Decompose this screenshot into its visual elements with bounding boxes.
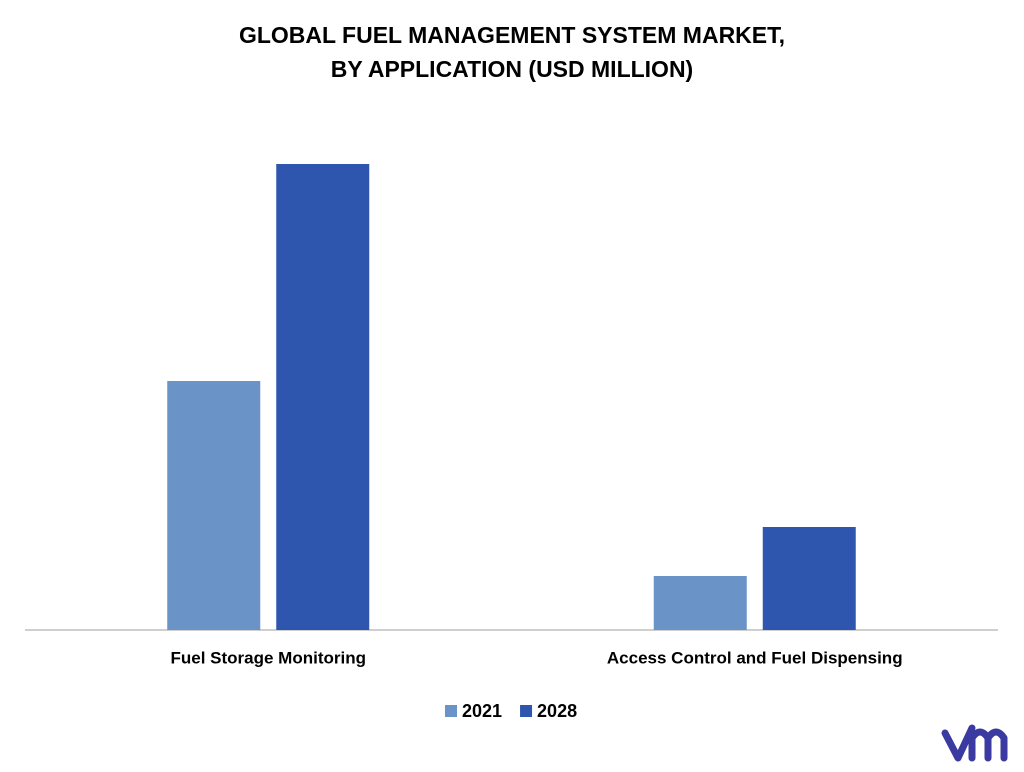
legend-swatch [520,705,533,717]
legend-swatch [445,705,457,717]
bar [167,381,261,630]
bar [762,527,856,630]
logo [941,724,1008,762]
chart-title: BY APPLICATION (USD MILLION) [331,56,693,82]
legend-label: 2028 [537,701,577,721]
x-tick-label: Fuel Storage Monitoring [171,648,367,667]
legend-label: 2021 [462,701,502,721]
chart-title: GLOBAL FUEL MANAGEMENT SYSTEM MARKET, [239,22,785,48]
x-tick-label: Access Control and Fuel Dispensing [607,648,903,667]
bar [653,576,747,630]
bar [276,164,370,630]
